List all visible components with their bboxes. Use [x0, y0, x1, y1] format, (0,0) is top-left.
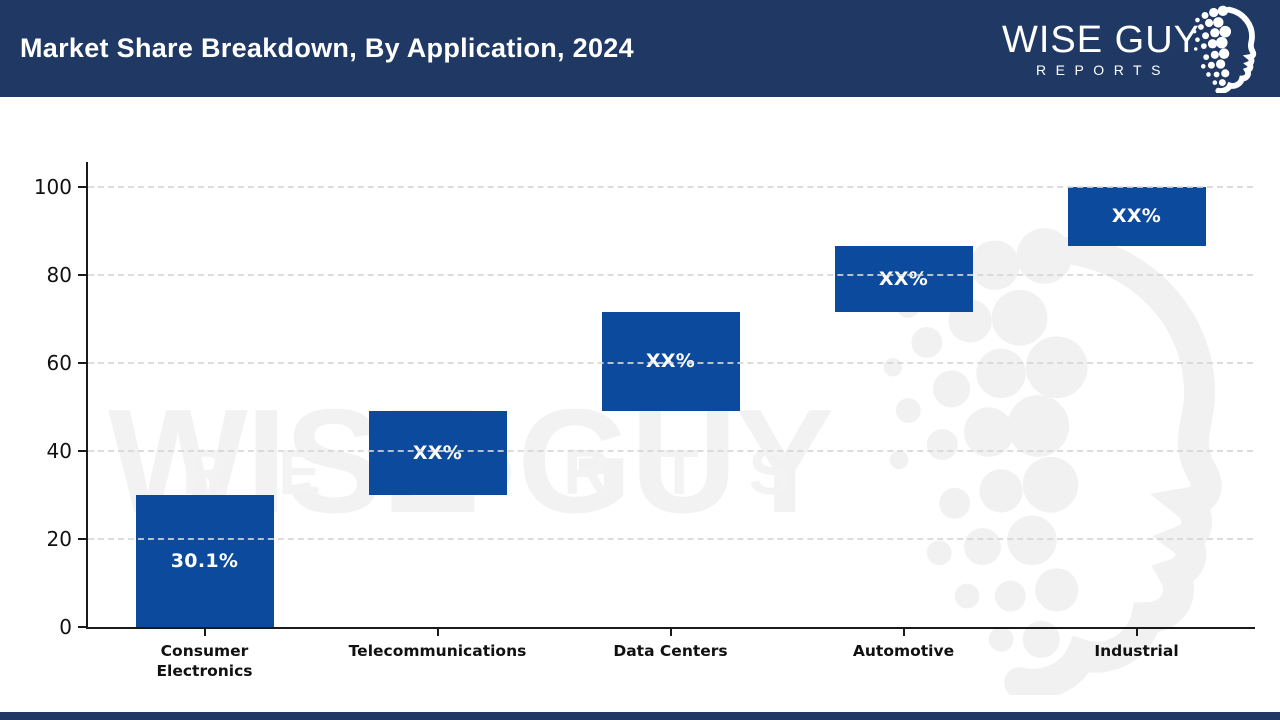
brand-face-icon — [1188, 5, 1266, 93]
brand-logo: WISE GUY REPORTS — [1002, 5, 1266, 93]
watermark-face-icon — [865, 225, 1267, 695]
watermark-subtext: REPORTS — [182, 436, 842, 508]
header-bar: Market Share Breakdown, By Application, … — [0, 0, 1280, 97]
brand-subname: REPORTS — [1036, 61, 1170, 78]
page-title: Market Share Breakdown, By Application, … — [20, 33, 634, 63]
chart-canvas: WISE GUY REPORTS — [0, 97, 1280, 712]
footer-bar — [0, 712, 1280, 720]
brand-name: WISE GUY — [1001, 18, 1200, 61]
